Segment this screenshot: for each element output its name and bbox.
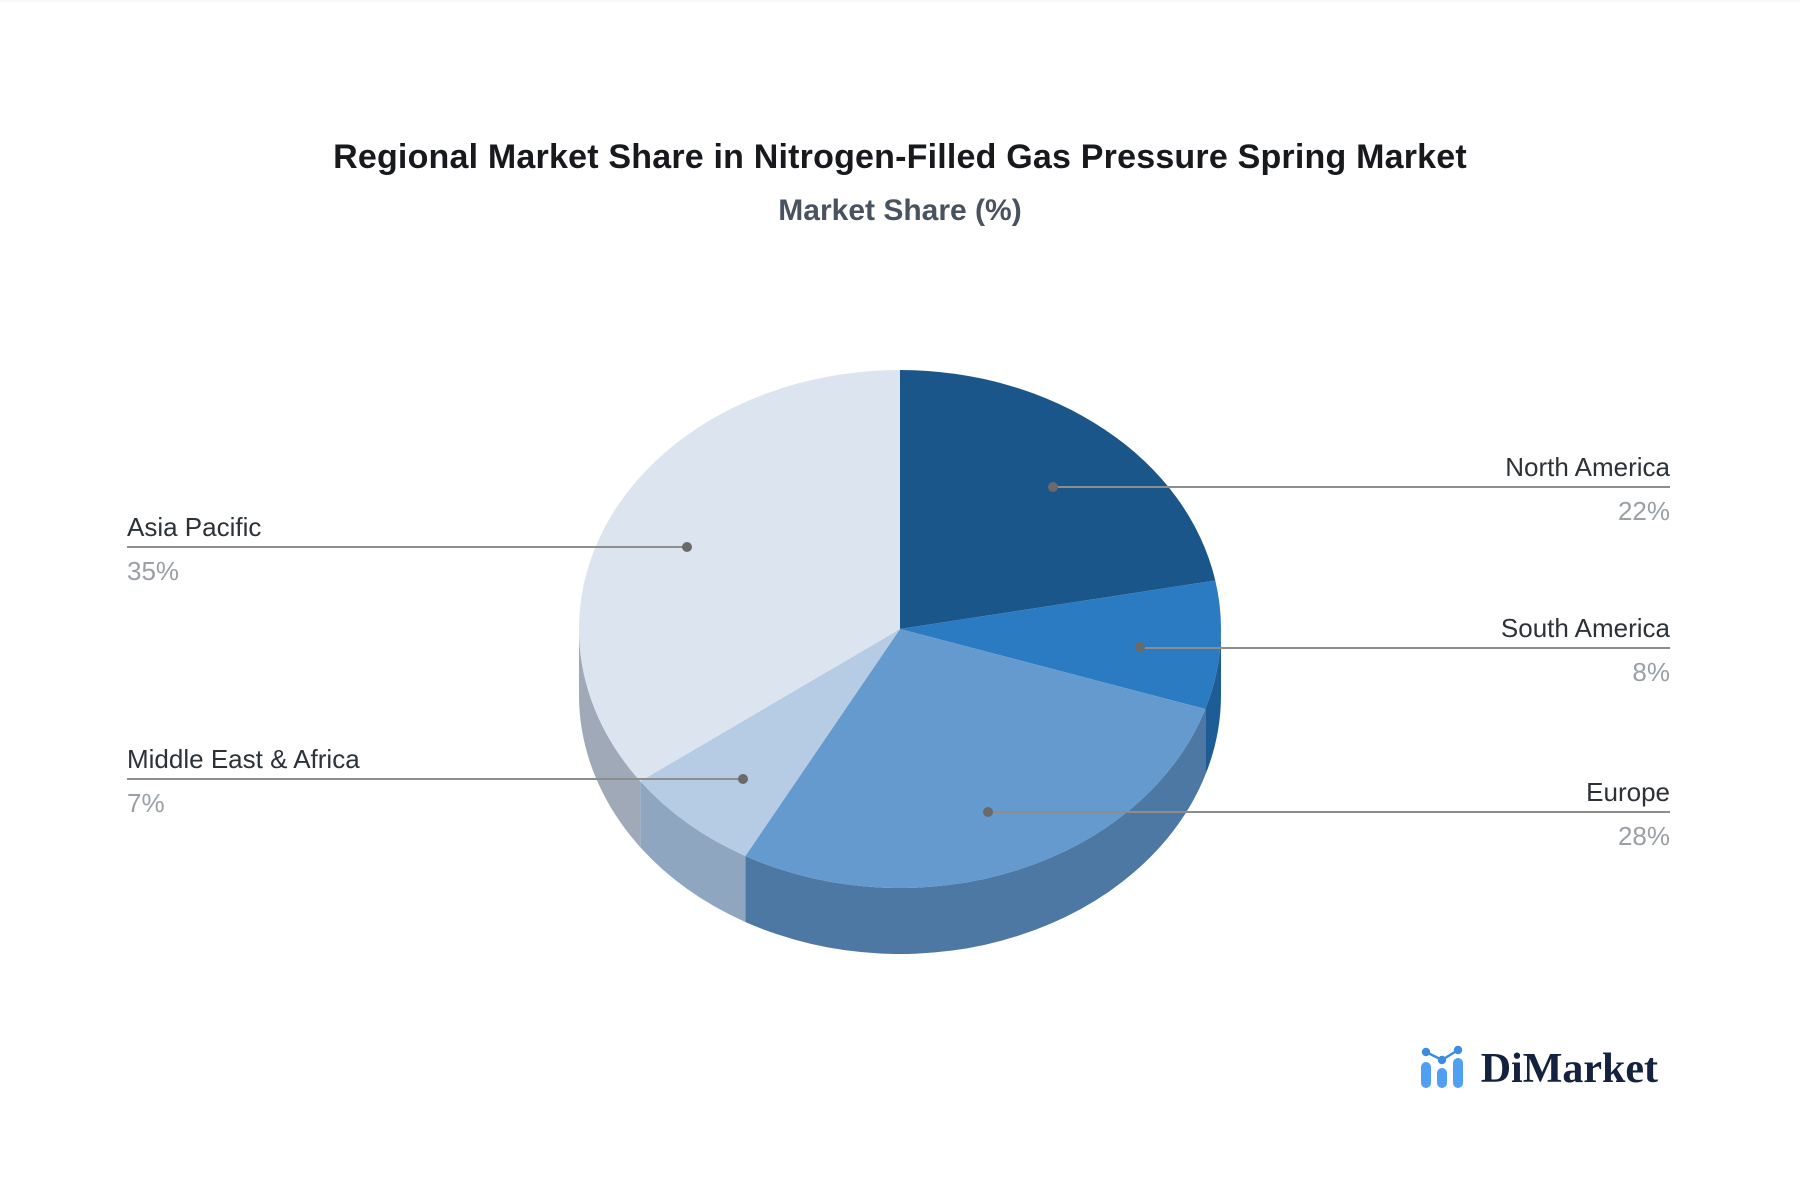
slice-callout-north-america: North America 22% bbox=[1505, 450, 1670, 524]
logo-text: DiMarket bbox=[1480, 1046, 1658, 1092]
slice-label: Europe bbox=[1586, 777, 1670, 807]
bar-chart-logo-icon bbox=[1420, 1045, 1463, 1088]
slice-label: South America bbox=[1500, 613, 1670, 643]
slice-label: Middle East & Africa bbox=[127, 744, 360, 774]
slice-value: 8% bbox=[1632, 657, 1670, 687]
slice-value: 22% bbox=[1617, 496, 1670, 526]
chart-title: Regional Market Share in Nitrogen-Filled… bbox=[333, 138, 1467, 176]
slice-label: Asia Pacific bbox=[127, 512, 262, 542]
slice-callout-asia-pacific: Asia Pacific 35% bbox=[127, 510, 261, 584]
slice-value: 28% bbox=[1617, 821, 1670, 851]
slice-label: North America bbox=[1505, 452, 1670, 482]
slice-callout-middle-east-africa: Middle East & Africa 7% bbox=[127, 742, 360, 816]
chart-subtitle: Market Share (%) bbox=[778, 194, 1022, 227]
dimarket-logo: DiMarket bbox=[1420, 1044, 1658, 1091]
slice-value: 35% bbox=[127, 556, 180, 586]
slice-value: 7% bbox=[127, 788, 165, 818]
slice-callout-europe: Europe 28% bbox=[1586, 775, 1670, 849]
top-edge-line bbox=[0, 0, 1800, 2]
slice-callout-south-america: South America 8% bbox=[1501, 611, 1670, 685]
